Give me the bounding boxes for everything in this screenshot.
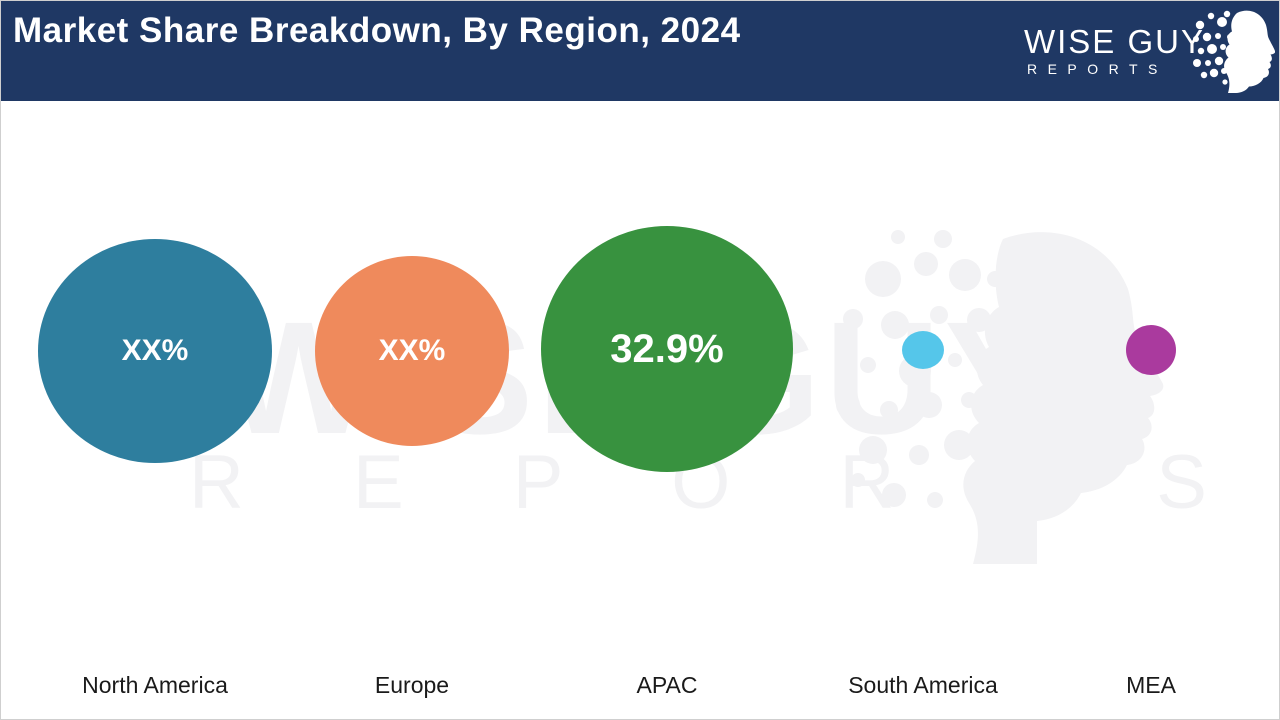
bubble-value-north-america: XX% bbox=[121, 334, 189, 367]
category-label-apac: APAC bbox=[636, 672, 698, 698]
bubble-apac: 32.9% bbox=[541, 226, 793, 472]
wiseguy-logo: WISE GUY REPORTS bbox=[1024, 5, 1276, 98]
logo-name: WISE GUY bbox=[1023, 23, 1205, 60]
bubble-south-america bbox=[902, 331, 944, 369]
category-label-mea: MEA bbox=[1126, 672, 1176, 698]
bubble-mea bbox=[1126, 325, 1176, 375]
logo-subtitle: REPORTS bbox=[1026, 61, 1168, 77]
page-title: Market Share Breakdown, By Region, 2024 bbox=[13, 11, 741, 50]
bubble-value-europe: XX% bbox=[378, 334, 446, 367]
logo-text: WISE GUY REPORTS bbox=[1024, 25, 1205, 77]
watermark-head-icon bbox=[823, 219, 1173, 569]
bubble-north-america: XX% bbox=[38, 239, 272, 463]
category-label-south-america: South America bbox=[848, 672, 998, 698]
bubble-europe: XX% bbox=[315, 256, 509, 446]
chart-area: WISE GUY R E P O R T S XX% bbox=[1, 101, 1279, 719]
category-label-north-america: North America bbox=[82, 672, 228, 698]
header-bar: Market Share Breakdown, By Region, 2024 … bbox=[1, 1, 1279, 101]
category-label-europe: Europe bbox=[374, 672, 450, 698]
bubble-value-apac: 32.9% bbox=[610, 326, 724, 371]
dotted-head-icon bbox=[1191, 5, 1276, 98]
